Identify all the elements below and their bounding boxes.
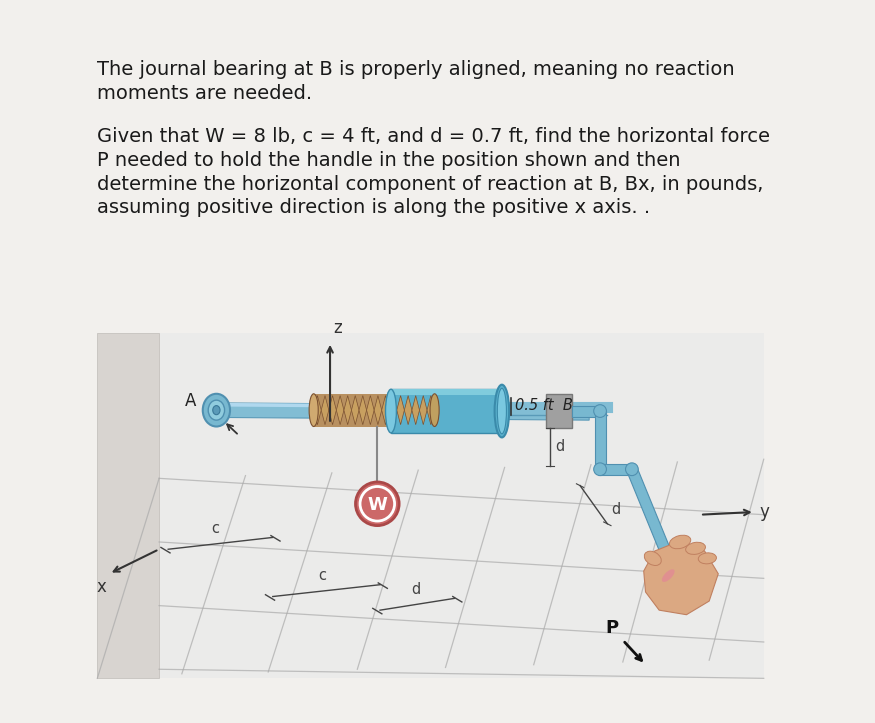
Polygon shape	[216, 403, 589, 409]
Ellipse shape	[430, 394, 439, 427]
Polygon shape	[321, 395, 329, 424]
Polygon shape	[427, 395, 435, 424]
Polygon shape	[644, 542, 718, 615]
Polygon shape	[216, 403, 589, 420]
Text: d: d	[556, 439, 564, 454]
Ellipse shape	[497, 388, 507, 434]
Text: determine the horizontal component of reaction at B, Bx, in pounds,: determine the horizontal component of re…	[97, 175, 764, 194]
Circle shape	[594, 463, 606, 476]
Ellipse shape	[698, 553, 717, 564]
Ellipse shape	[494, 385, 509, 437]
Text: d: d	[611, 502, 620, 517]
Polygon shape	[367, 395, 374, 424]
Polygon shape	[159, 333, 764, 678]
Text: W: W	[368, 496, 388, 514]
Text: c: c	[318, 568, 326, 583]
Ellipse shape	[386, 389, 396, 433]
Ellipse shape	[213, 406, 220, 415]
Polygon shape	[396, 395, 404, 424]
Text: A: A	[185, 392, 196, 410]
Polygon shape	[595, 411, 605, 469]
FancyBboxPatch shape	[546, 394, 572, 428]
Polygon shape	[313, 395, 321, 424]
Circle shape	[355, 482, 399, 526]
Text: 0.5 ft  B: 0.5 ft B	[514, 398, 572, 414]
Polygon shape	[336, 395, 344, 424]
Polygon shape	[352, 395, 359, 424]
Text: The journal bearing at B is properly aligned, meaning no reaction: The journal bearing at B is properly ali…	[97, 60, 735, 79]
Ellipse shape	[203, 394, 230, 427]
Polygon shape	[626, 467, 678, 571]
Text: P: P	[606, 619, 619, 636]
Polygon shape	[374, 395, 382, 424]
Polygon shape	[344, 395, 352, 424]
Polygon shape	[97, 333, 159, 678]
Ellipse shape	[669, 535, 690, 549]
Polygon shape	[329, 395, 336, 424]
Polygon shape	[404, 395, 412, 424]
Polygon shape	[412, 395, 419, 424]
Text: d: d	[411, 581, 420, 596]
Ellipse shape	[644, 551, 662, 565]
Polygon shape	[359, 395, 367, 424]
Text: moments are needed.: moments are needed.	[97, 84, 312, 103]
Circle shape	[626, 463, 638, 476]
Ellipse shape	[661, 568, 682, 589]
Text: y: y	[760, 503, 769, 521]
Ellipse shape	[662, 569, 675, 582]
Polygon shape	[389, 395, 396, 424]
Polygon shape	[313, 394, 435, 427]
Text: z: z	[333, 320, 342, 338]
Text: x: x	[97, 578, 107, 596]
Polygon shape	[382, 395, 389, 424]
Text: Given that W = 8 lb, c = 4 ft, and d = 0.7 ft, find the horizontal force: Given that W = 8 lb, c = 4 ft, and d = 0…	[97, 127, 770, 146]
Ellipse shape	[686, 542, 705, 555]
Ellipse shape	[208, 400, 225, 420]
Polygon shape	[572, 406, 600, 416]
Circle shape	[360, 487, 395, 521]
Polygon shape	[419, 395, 427, 424]
Ellipse shape	[309, 394, 318, 427]
Text: P needed to hold the handle in the position shown and then: P needed to hold the handle in the posit…	[97, 151, 681, 170]
Text: c: c	[212, 521, 220, 536]
Polygon shape	[600, 463, 632, 475]
Circle shape	[594, 405, 606, 417]
Polygon shape	[391, 389, 500, 395]
Polygon shape	[391, 389, 500, 433]
Text: assuming positive direction is along the positive x axis. .: assuming positive direction is along the…	[97, 198, 650, 218]
